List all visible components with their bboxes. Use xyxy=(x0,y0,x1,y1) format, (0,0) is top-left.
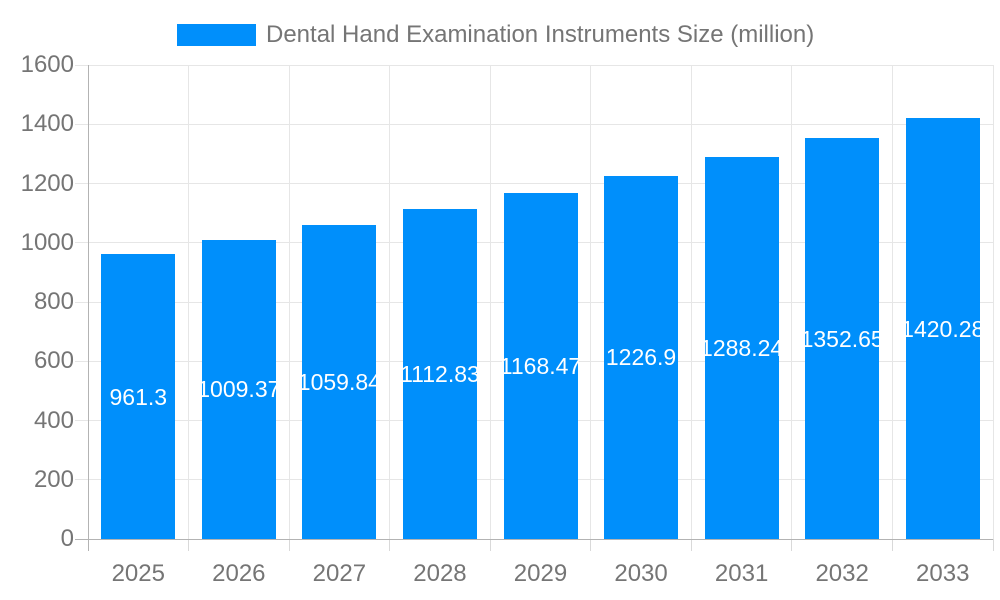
y-axis-tick-label: 200 xyxy=(33,465,74,493)
x-axis-tick xyxy=(389,539,391,551)
x-axis-tick xyxy=(188,539,190,551)
legend-item[interactable]: Dental Hand Examination Instruments Size… xyxy=(177,21,814,49)
y-axis-tick-label: 1400 xyxy=(20,110,74,138)
bar-2030[interactable] xyxy=(604,175,679,539)
x-axis-tick xyxy=(791,539,793,551)
gridline-vertical xyxy=(389,65,391,539)
legend-swatch xyxy=(177,24,256,46)
y-axis-tick-label: 0 xyxy=(60,525,74,552)
gridline-vertical xyxy=(791,65,793,539)
x-axis-tick xyxy=(288,539,290,551)
gridline-vertical xyxy=(992,65,994,539)
y-axis-tick-label: 1000 xyxy=(20,228,74,256)
x-axis-category-label: 2027 xyxy=(312,560,367,587)
y-axis-tick xyxy=(75,183,88,184)
gridline-vertical xyxy=(188,65,190,539)
y-axis-tick xyxy=(75,123,88,125)
bar-2025[interactable] xyxy=(101,254,176,539)
y-axis-tick xyxy=(75,301,88,303)
bar-2033[interactable] xyxy=(905,118,980,539)
y-axis-tick-label: 1200 xyxy=(20,169,74,197)
x-axis-category-label: 2033 xyxy=(916,560,970,587)
bar-2031[interactable] xyxy=(704,157,779,539)
bar-2027[interactable] xyxy=(302,225,377,539)
x-axis-tick xyxy=(87,539,89,551)
y-axis-tick-label: 600 xyxy=(33,347,74,375)
y-axis-tick-label: 1600 xyxy=(20,51,74,78)
x-axis-tick xyxy=(992,539,994,551)
x-axis-category-label: 2031 xyxy=(714,560,769,587)
bar-2032[interactable] xyxy=(805,138,880,539)
gridline-vertical xyxy=(489,65,491,539)
y-axis-tick xyxy=(75,420,88,421)
gridline-vertical xyxy=(87,65,89,539)
x-axis-category-label: 2026 xyxy=(212,560,266,587)
x-axis-category-label: 2032 xyxy=(815,560,869,587)
x-axis-category-label: 2028 xyxy=(413,560,467,587)
plot-area xyxy=(87,64,994,540)
y-axis-tick xyxy=(75,538,88,540)
x-axis-category-label: 2029 xyxy=(513,560,568,587)
x-axis-tick xyxy=(690,539,692,551)
gridline-vertical xyxy=(288,65,290,539)
y-axis-tick xyxy=(75,479,88,481)
x-axis-category-label: 2025 xyxy=(111,560,165,587)
y-axis-tick-label: 800 xyxy=(33,288,74,315)
bar-2026[interactable] xyxy=(201,239,276,539)
x-axis-tick xyxy=(891,539,893,551)
y-axis-tick xyxy=(75,242,88,244)
bar-2028[interactable] xyxy=(402,209,477,539)
gridline-horizontal xyxy=(88,64,993,66)
legend-label: Dental Hand Examination Instruments Size… xyxy=(266,21,815,48)
y-axis-tick xyxy=(75,64,88,66)
x-axis-category-label: 2030 xyxy=(614,560,668,587)
gridline-vertical xyxy=(690,65,692,539)
x-axis-tick xyxy=(590,539,592,551)
x-axis-tick xyxy=(489,539,491,551)
bar-2029[interactable] xyxy=(503,192,578,539)
gridline-vertical xyxy=(891,65,893,539)
y-axis-tick-label: 400 xyxy=(33,406,74,434)
y-axis-tick xyxy=(75,360,88,362)
gridline-horizontal xyxy=(88,123,993,125)
gridline-vertical xyxy=(590,65,592,539)
